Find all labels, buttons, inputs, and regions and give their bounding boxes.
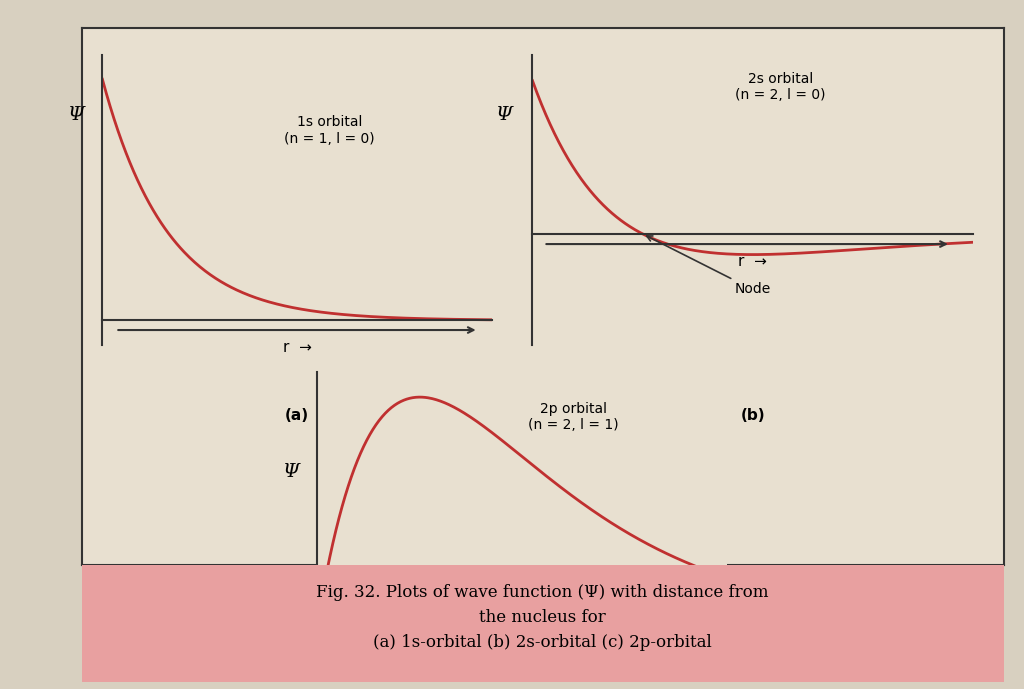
Text: 1s orbital
(n = 1, l = 0): 1s orbital (n = 1, l = 0)	[284, 116, 375, 145]
Text: Ψ: Ψ	[68, 106, 85, 125]
Text: r  →: r →	[508, 640, 537, 655]
Text: 2p orbital
(n = 2, l = 1): 2p orbital (n = 2, l = 1)	[528, 402, 618, 432]
Text: 2s orbital
(n = 2, l = 0): 2s orbital (n = 2, l = 0)	[735, 72, 825, 103]
Text: Ψ: Ψ	[284, 463, 300, 482]
Text: Ψ: Ψ	[497, 105, 513, 124]
Text: r  →: r →	[283, 340, 311, 355]
Text: Node: Node	[647, 236, 771, 296]
Text: Fig. 32. Plots of wave function (Ψ) with distance from
the nucleus for
(a) 1s-or: Fig. 32. Plots of wave function (Ψ) with…	[316, 584, 769, 651]
Text: (a): (a)	[285, 408, 309, 423]
Text: r  →: r →	[738, 254, 767, 269]
Text: (b): (b)	[740, 408, 765, 423]
